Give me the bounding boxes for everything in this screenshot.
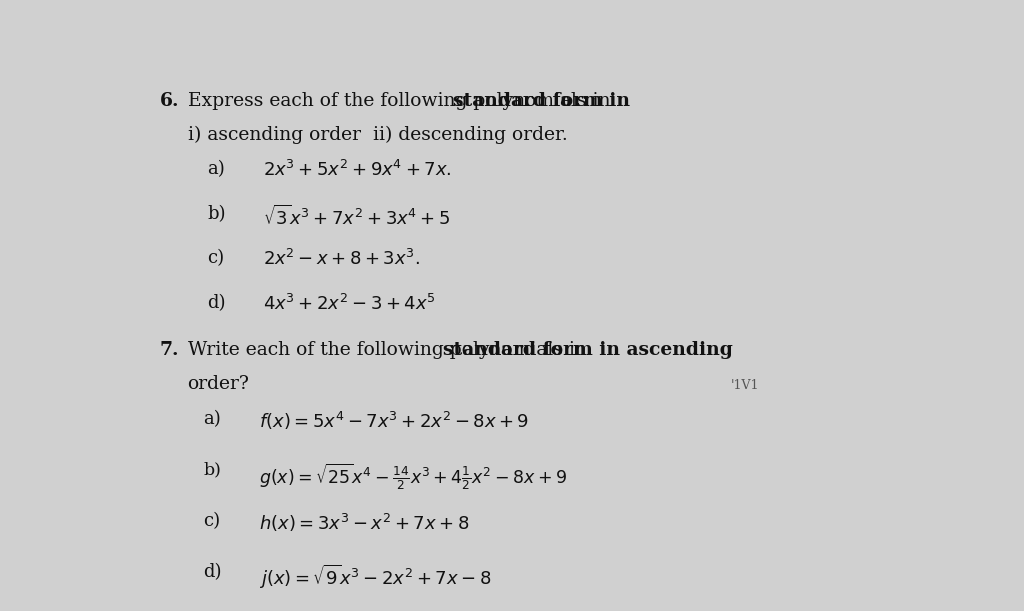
Text: Write each of the following polynomials in: Write each of the following polynomials … <box>187 341 587 359</box>
Text: $g(x) = \sqrt{25}x^4 - \frac{14}{2}x^3 + 4\frac{1}{2}x^2 - 8x + 9$: $g(x) = \sqrt{25}x^4 - \frac{14}{2}x^3 +… <box>259 461 567 492</box>
Text: d): d) <box>207 294 226 312</box>
Text: order?: order? <box>187 375 250 393</box>
Text: c): c) <box>207 249 224 267</box>
Text: $4x^3 + 2x^2 - 3 + 4x^5$: $4x^3 + 2x^2 - 3 + 4x^5$ <box>263 294 435 314</box>
Text: c): c) <box>204 512 220 530</box>
Text: $f(x) = 5x^4 - 7x^3 + 2x^2 - 8x + 9$: $f(x) = 5x^4 - 7x^3 + 2x^2 - 8x + 9$ <box>259 410 529 432</box>
Text: a): a) <box>204 410 221 428</box>
Text: a): a) <box>207 160 225 178</box>
Text: i) ascending order  ii) descending order.: i) ascending order ii) descending order. <box>187 126 567 144</box>
Text: $2x^3 + 5x^2 + 9x^4 + 7x.$: $2x^3 + 5x^2 + 9x^4 + 7x.$ <box>263 160 452 180</box>
Text: Express each of the following polynomials in: Express each of the following polynomial… <box>187 92 610 110</box>
Text: $\sqrt{3}x^3 + 7x^2 + 3x^4 + 5$: $\sqrt{3}x^3 + 7x^2 + 3x^4 + 5$ <box>263 205 451 229</box>
Text: b): b) <box>207 205 226 222</box>
Text: $2x^2 - x + 8 + 3x^3.$: $2x^2 - x + 8 + 3x^3.$ <box>263 249 420 269</box>
Text: standard form in ascending: standard form in ascending <box>443 341 733 359</box>
Text: 7.: 7. <box>160 341 179 359</box>
Text: $h(x) = 3x^3 - x^2 + 7x + 8$: $h(x) = 3x^3 - x^2 + 7x + 8$ <box>259 512 469 534</box>
Text: 6.: 6. <box>160 92 179 110</box>
Text: standard form in: standard form in <box>453 92 630 110</box>
Text: d): d) <box>204 563 222 580</box>
Text: b): b) <box>204 461 221 478</box>
Text: '1V1: '1V1 <box>731 379 760 392</box>
Text: $j(x) = \sqrt{9}x^3 - 2x^2 + 7x - 8$: $j(x) = \sqrt{9}x^3 - 2x^2 + 7x - 8$ <box>259 563 492 591</box>
